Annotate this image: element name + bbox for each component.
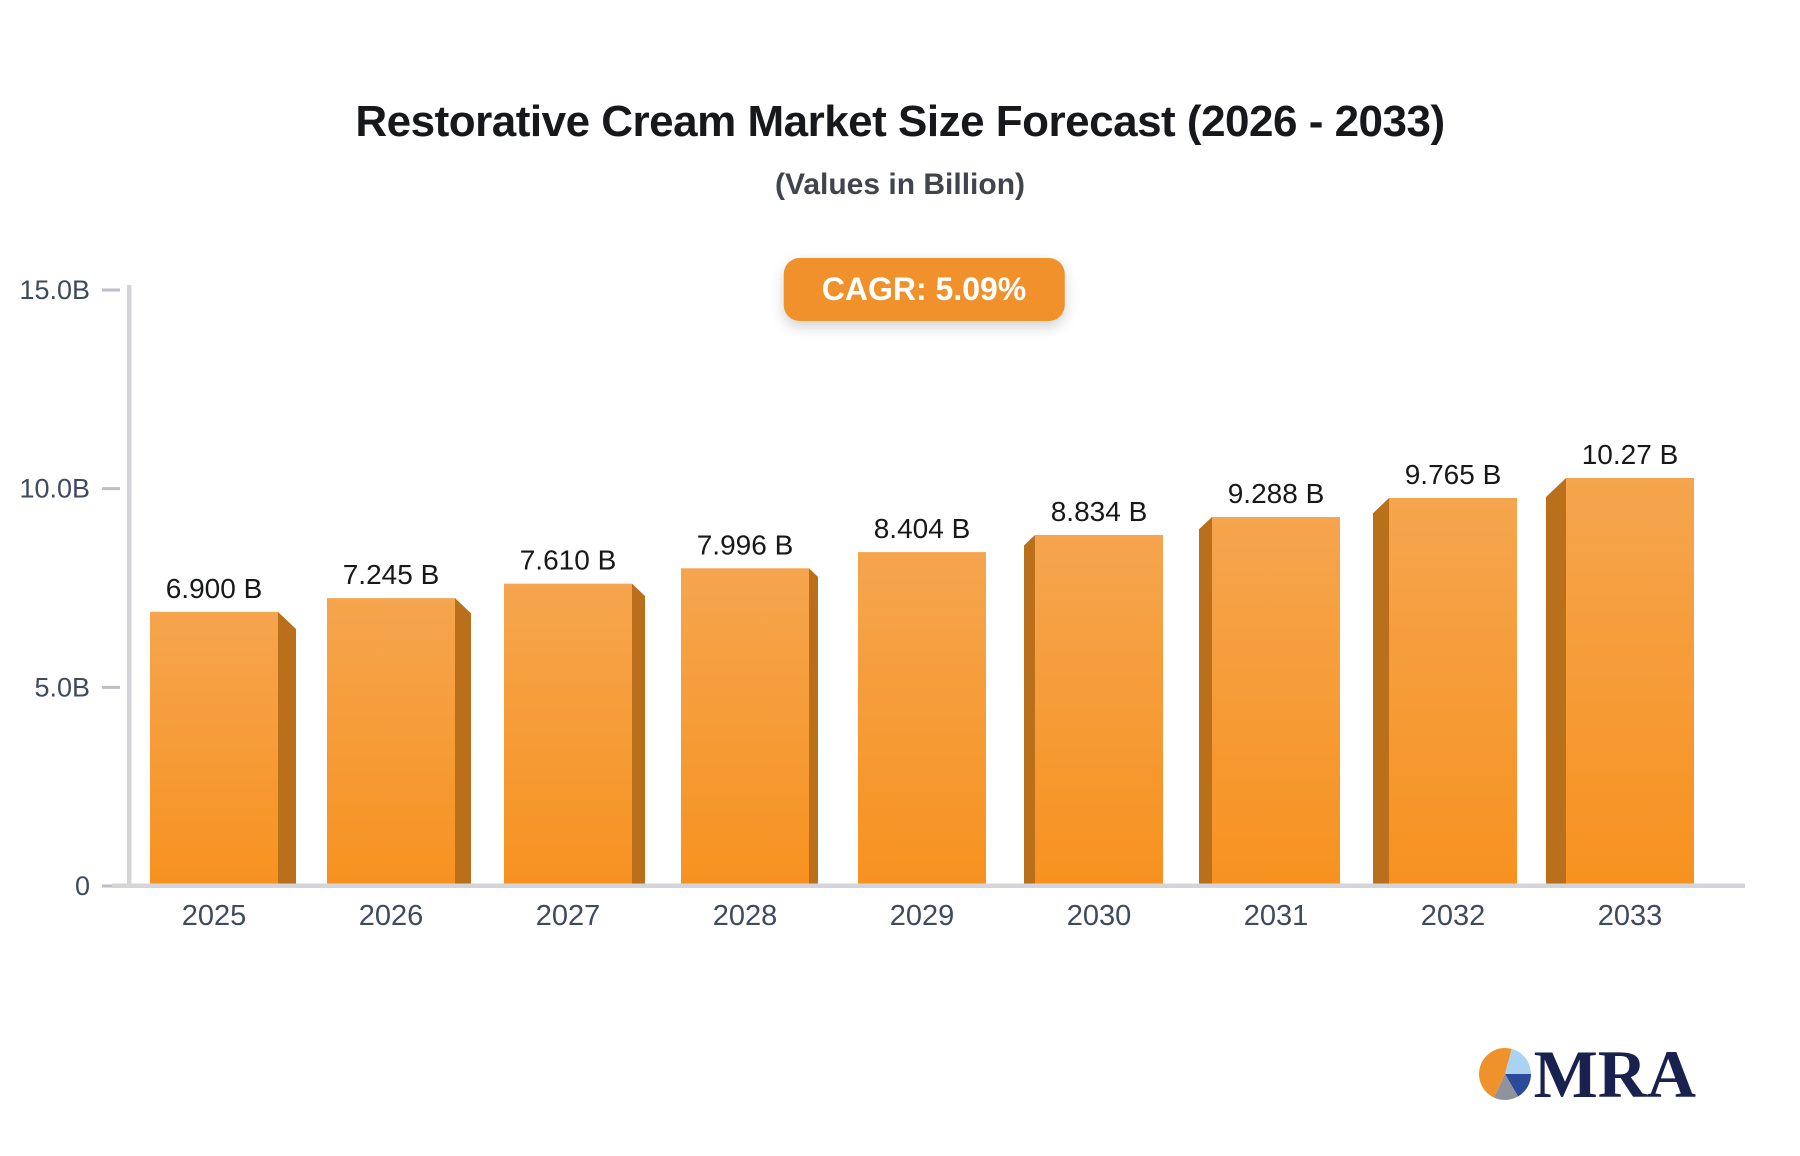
gray-slice [1493, 1074, 1518, 1100]
x-axis-label-2026: 2026 [359, 900, 424, 932]
page-subtitle: (Values in Billion) [774, 167, 1026, 201]
bar-value-label: 8.404 B [874, 513, 971, 544]
bar-front-face [504, 583, 632, 886]
bar-front-face [327, 598, 455, 886]
x-axis-label-2030: 2030 [1067, 900, 1132, 932]
bar-value-label: 6.900 B [166, 573, 263, 604]
chart-header: Restorative Cream Market Size Forecast (… [0, 96, 1800, 203]
bar-side-face [632, 583, 645, 886]
bar-2030: 8.834 B 2030 [1024, 496, 1163, 932]
y-tick-label: 0 [75, 871, 90, 901]
lightblue-slice [1504, 1048, 1531, 1074]
bar-value-label: 10.27 B [1582, 439, 1679, 470]
y-tick-label: 5.0B [34, 672, 90, 702]
bar-front-face [150, 611, 278, 886]
x-axis-label-2028: 2028 [713, 900, 778, 932]
bar-value-label: 9.288 B [1228, 478, 1325, 509]
y-tick-label: 15.0B [19, 275, 90, 305]
x-axis-label-2029: 2029 [890, 900, 955, 932]
bar-2031: 9.288 B 2031 [1199, 478, 1340, 932]
y-axis-line [127, 285, 132, 886]
bar-2028: 7.996 B 2028 [681, 529, 818, 932]
bar-value-label: 7.245 B [343, 559, 440, 590]
bar-side-face [1024, 534, 1035, 886]
bar-value-label: 8.834 B [1051, 496, 1148, 527]
bar-side-face [1373, 498, 1389, 886]
logo-text: MRA [1533, 1036, 1696, 1112]
bar-side-face [1199, 516, 1212, 886]
orange-slice [1478, 1048, 1512, 1098]
bar-2025: 6.900 B 2025 [150, 573, 296, 932]
bar-value-label: 7.996 B [697, 529, 794, 560]
cagr-badge: CAGR: 5.09% [783, 258, 1065, 321]
bar-side-face [455, 598, 471, 886]
bar-front-face [681, 568, 809, 886]
bar-2026: 7.245 B 2026 [327, 559, 471, 932]
x-axis-label-2033: 2033 [1598, 900, 1663, 932]
mra-logo: MRA [1478, 1040, 1696, 1108]
x-axis-label-2027: 2027 [536, 900, 601, 932]
x-axis-line [112, 883, 1745, 888]
x-axis-label-2031: 2031 [1244, 900, 1309, 932]
bar-front-face [1389, 498, 1517, 886]
bar-2032: 9.765 B 2032 [1373, 459, 1517, 932]
bar-2033: 10.27 B 2033 [1546, 439, 1694, 932]
bar-front-face [1566, 477, 1694, 886]
page-title: Restorative Cream Market Size Forecast (… [355, 97, 1445, 146]
bar-side-face [278, 611, 296, 886]
bar-value-label: 9.765 B [1405, 459, 1502, 490]
bar-front-face [1212, 516, 1340, 886]
darkblue-slice [1504, 1074, 1531, 1097]
bar-side-face [809, 568, 818, 886]
bar-front-face [1035, 534, 1163, 886]
bar-2027: 7.610 B 2027 [504, 545, 645, 932]
bar-front-face [858, 552, 986, 886]
x-axis-label-2032: 2032 [1421, 900, 1486, 932]
pie-chart-icon [1478, 1048, 1531, 1100]
bar-2029: 8.404 B 2029 [858, 513, 986, 932]
bar-side-face [1546, 477, 1566, 886]
x-axis-label-2025: 2025 [182, 900, 247, 932]
y-tick-label: 10.0B [19, 474, 90, 504]
bar-value-label: 7.610 B [520, 545, 617, 576]
